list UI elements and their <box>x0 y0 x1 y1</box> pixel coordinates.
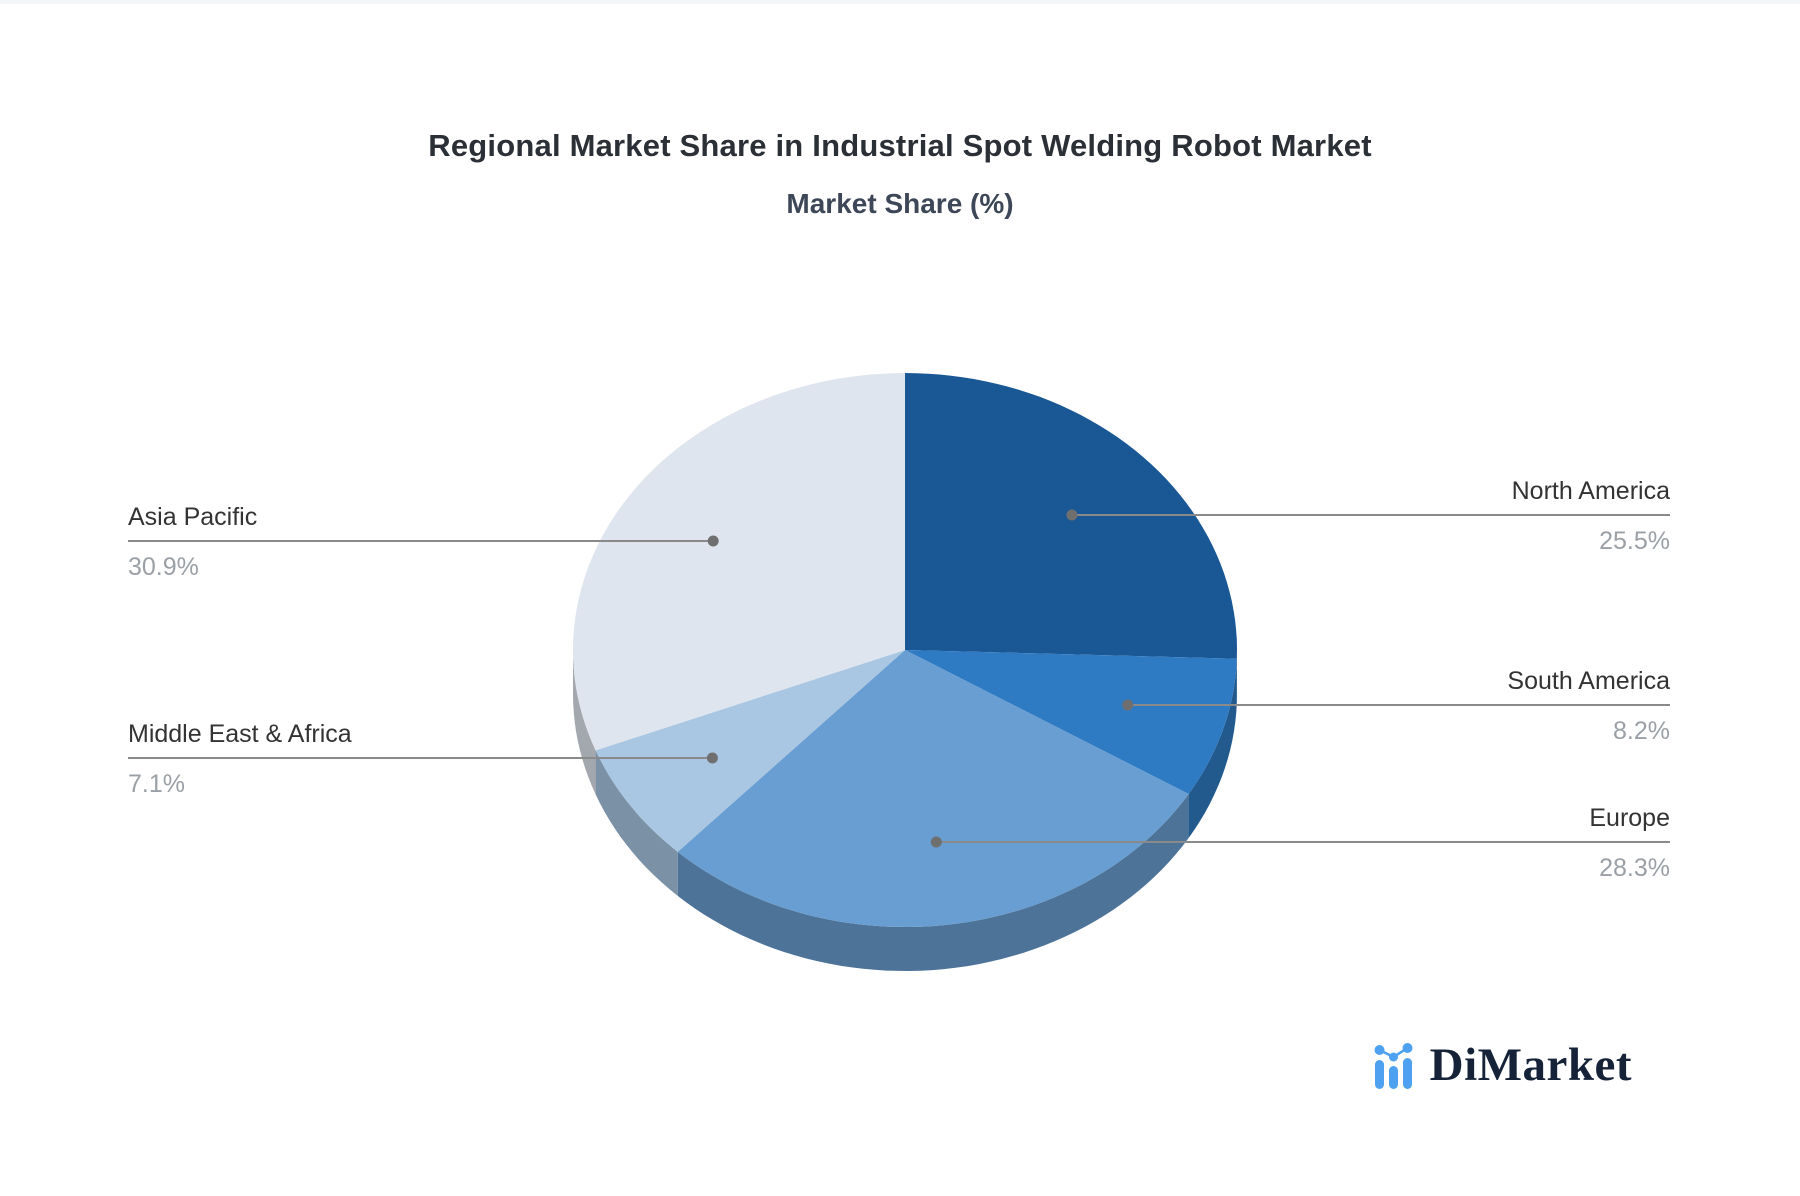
leader-dot <box>707 535 719 547</box>
slice-value-label: 8.2% <box>1613 717 1670 745</box>
slice-name-label: North America <box>1511 477 1670 505</box>
slice-name-label: Asia Pacific <box>128 503 258 531</box>
dimarket-logo-text: DiMarket <box>1429 1039 1632 1091</box>
pie-slice-south-america <box>905 650 1237 794</box>
leader-dot <box>1122 699 1134 711</box>
leader-dot <box>1066 509 1078 521</box>
page-top-edge <box>0 0 1800 4</box>
slice-value-label: 7.1% <box>128 770 185 798</box>
slice-value-label: 25.5% <box>1599 527 1670 555</box>
slice-value-label: 28.3% <box>1599 854 1670 882</box>
logo-bar-3 <box>1402 1058 1412 1089</box>
leader-dot <box>930 836 942 848</box>
slice-name-label: Middle East & Africa <box>128 720 352 748</box>
pie-slice-asia-pacific <box>573 373 905 751</box>
slice-name-label: South America <box>1507 667 1670 695</box>
pie-side-europe <box>677 794 1189 971</box>
slice-value-label: 30.9% <box>128 553 199 581</box>
chart-subtitle: Market Share (%) <box>786 188 1014 219</box>
bar-line-chart-icon <box>1374 1043 1413 1089</box>
pie-side-middle-east-africa <box>595 750 678 896</box>
pie-slice-europe <box>677 650 1189 927</box>
pie-side-south-america <box>1188 658 1237 838</box>
pie-slice-middle-east-africa <box>595 650 905 852</box>
chart-title: Regional Market Share in Industrial Spot… <box>428 128 1372 163</box>
logo-bar-1 <box>1374 1060 1384 1089</box>
slice-name-label: Europe <box>1589 804 1670 832</box>
leader-dot <box>706 752 718 764</box>
logo-bar-2 <box>1388 1066 1398 1089</box>
logo-dot-1 <box>1374 1045 1385 1055</box>
chart-header: Regional Market Share in Industrial Spot… <box>0 128 1800 220</box>
dimarket-logo: DiMarket <box>1374 1038 1632 1092</box>
logo-dot-3 <box>1402 1043 1413 1053</box>
logo-dot-2 <box>1388 1052 1398 1062</box>
